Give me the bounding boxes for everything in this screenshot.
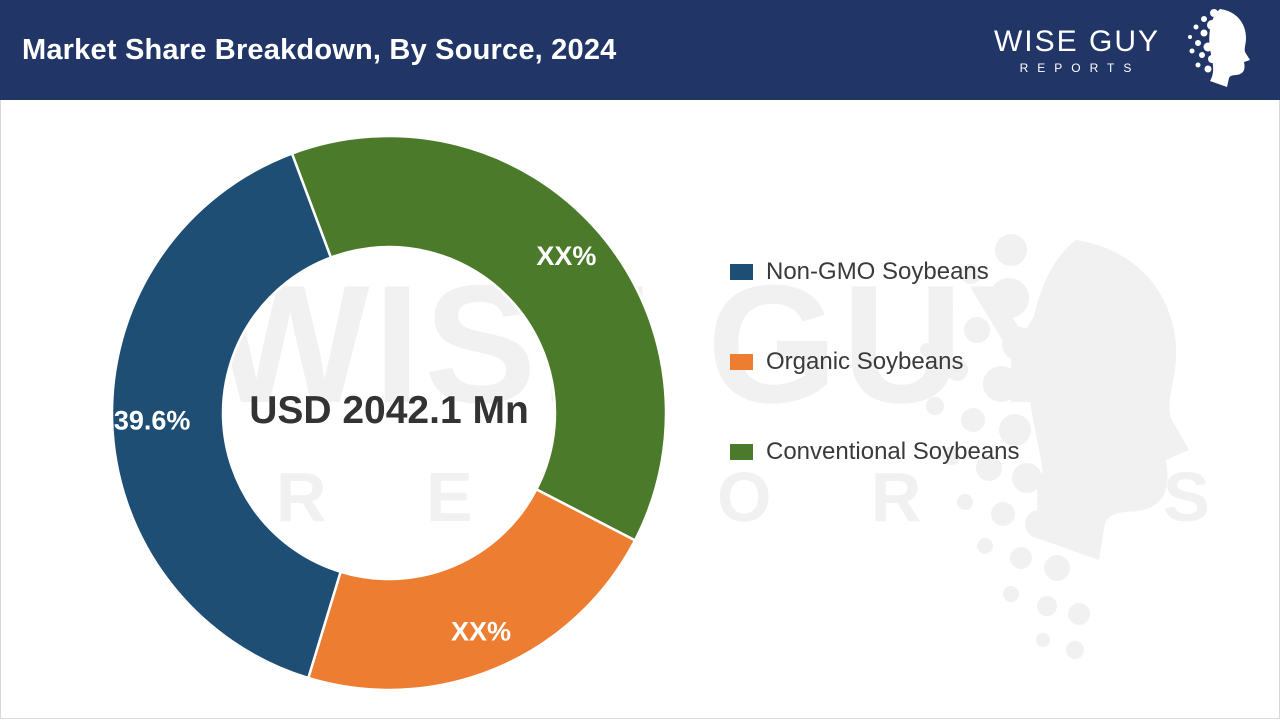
legend-item-non-gmo: Non-GMO Soybeans [730, 259, 1020, 285]
wiseguy-logo-text: WISE GUY REPORTS [993, 24, 1160, 75]
legend-item-conventional: Conventional Soybeans [730, 439, 1020, 465]
donut-slice-1 [307, 488, 637, 692]
donut-slice-0 [290, 134, 668, 542]
legend-swatch-blue [730, 264, 753, 280]
donut-center-value: USD 2042.1 Mn [249, 389, 529, 432]
legend-swatch-green [730, 444, 753, 460]
page-title: Market Share Breakdown, By Source, 2024 [22, 33, 617, 66]
logo-brand-sub: REPORTS [1019, 60, 1141, 75]
slice-percent-label-2: 39.6% [114, 405, 191, 435]
chart-canvas: WISE GUY R E P O R T S USD 2042.1 Mn XX%… [0, 100, 1280, 719]
watermark-head-icon [861, 210, 1191, 695]
legend-label: Non-GMO Soybeans [766, 258, 989, 285]
logo-brand-name: WISE GUY [993, 24, 1160, 58]
slice-percent-label-1: XX% [451, 616, 511, 646]
chart-legend: Non-GMO Soybeans Organic Soybeans Conven… [730, 259, 1020, 529]
header-bar: Market Share Breakdown, By Source, 2024 … [0, 0, 1280, 100]
slice-percent-label-0: XX% [536, 241, 596, 271]
wiseguy-logo: WISE GUY REPORTS [994, 5, 1254, 96]
legend-item-organic: Organic Soybeans [730, 349, 1020, 375]
legend-label: Conventional Soybeans [766, 438, 1020, 465]
legend-swatch-orange [730, 354, 753, 370]
donut-slice-2 [110, 152, 342, 680]
donut-chart: USD 2042.1 Mn XX% XX% 39.6% [110, 134, 668, 692]
legend-label: Organic Soybeans [766, 348, 964, 375]
wiseguy-head-icon [1162, 5, 1254, 96]
